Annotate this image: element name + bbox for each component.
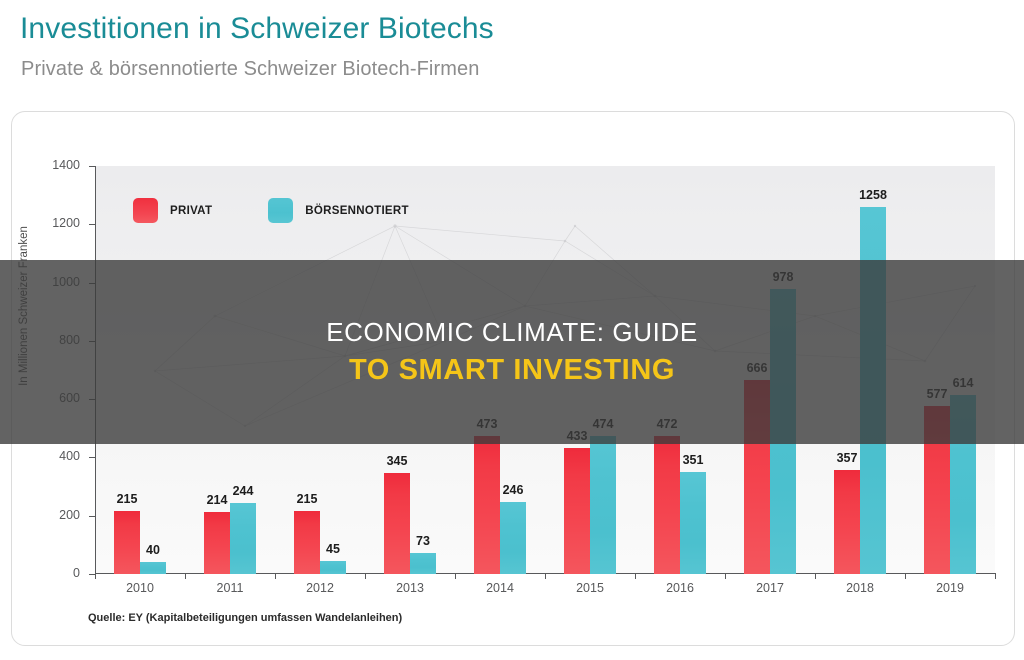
overlay-banner: ECONOMIC CLIMATE: GUIDE TO SMART INVESTI…: [0, 260, 1024, 444]
bar-boersennotiert-2015[interactable]: [590, 435, 616, 574]
bar-value-label: 215: [296, 492, 318, 507]
bar-value-label: 246: [502, 483, 524, 498]
bar-value-label: 214: [206, 492, 228, 507]
bar-value-label: 73: [416, 533, 430, 548]
bar-value-label: 244: [232, 483, 254, 498]
overlay-headline-secondary: TO SMART INVESTING: [348, 354, 676, 386]
bar-privat-2013[interactable]: [384, 473, 410, 574]
legend-swatch-boersennotiert-icon: [268, 198, 294, 223]
bar-value-label: 40: [146, 543, 160, 558]
x-tick-mark: [185, 573, 186, 579]
x-tick-mark: [995, 573, 996, 579]
y-tick-mark: [89, 515, 95, 517]
legend-swatch-privat-icon: [133, 198, 158, 223]
bar-privat-2012[interactable]: [294, 511, 320, 574]
bar-boersennotiert-2013[interactable]: [410, 552, 436, 574]
y-tick-label: 1200: [52, 216, 80, 231]
x-tick-label: 2013: [396, 581, 424, 595]
x-tick-mark: [815, 573, 816, 579]
x-tick-label: 2014: [486, 581, 514, 595]
y-tick-mark: [89, 457, 95, 459]
chart-legend: PRIVAT BÖRSENNOTIERT: [133, 198, 409, 223]
bar-privat-2010[interactable]: [114, 511, 140, 574]
legend-label-boersennotiert: BÖRSENNOTIERT: [305, 204, 409, 217]
x-tick-mark: [455, 573, 456, 579]
x-tick-label: 2010: [126, 581, 154, 595]
x-tick-mark: [905, 573, 906, 579]
x-tick-label: 2011: [216, 581, 244, 595]
bar-privat-2014[interactable]: [474, 436, 500, 574]
x-tick-label: 2012: [306, 581, 334, 595]
bar-boersennotiert-2012[interactable]: [320, 560, 346, 574]
x-tick-mark: [275, 573, 276, 579]
x-tick-label: 2016: [666, 581, 694, 595]
y-tick-label: 200: [59, 507, 80, 522]
x-tick-label: 2017: [756, 581, 784, 595]
bar-value-label: 351: [682, 452, 704, 467]
bar-privat-2011[interactable]: [204, 511, 230, 574]
bar-privat-2018[interactable]: [834, 469, 860, 574]
bar-boersennotiert-2010[interactable]: [140, 562, 166, 574]
bar-boersennotiert-2016[interactable]: [680, 471, 706, 574]
legend-label-privat: PRIVAT: [170, 204, 213, 217]
y-tick-label: 400: [59, 449, 80, 464]
bar-value-label: 45: [326, 541, 340, 556]
y-tick-label: 0: [73, 566, 80, 580]
y-tick-mark: [89, 574, 95, 575]
y-tick-label: 1400: [52, 158, 80, 172]
legend-item-privat: PRIVAT: [133, 198, 212, 223]
x-tick-mark: [635, 573, 636, 579]
x-tick-mark: [365, 573, 366, 579]
x-tick-mark: [545, 573, 546, 579]
y-tick-mark: [89, 166, 95, 167]
page-subtitle: Private & börsennotierte Schweizer Biote…: [21, 58, 480, 80]
bar-value-label: 1258: [859, 188, 887, 203]
x-tick-label: 2019: [936, 581, 964, 595]
x-tick-mark: [95, 573, 96, 579]
bar-value-label: 357: [836, 450, 858, 465]
bar-boersennotiert-2014[interactable]: [500, 502, 526, 574]
legend-item-boersennotiert: BÖRSENNOTIERT: [268, 198, 409, 223]
bar-value-label: 345: [386, 454, 408, 469]
x-tick-mark: [725, 573, 726, 579]
x-tick-label: 2018: [846, 581, 874, 595]
source-note: Quelle: EY (Kapitalbeteiligungen umfasse…: [88, 612, 403, 624]
bar-privat-2016[interactable]: [654, 436, 680, 574]
bar-boersennotiert-2011[interactable]: [230, 502, 256, 574]
bar-value-label: 215: [116, 492, 138, 507]
bar-privat-2015[interactable]: [564, 447, 590, 574]
y-tick-mark: [89, 224, 95, 226]
overlay-headline-primary: ECONOMIC CLIMATE: GUIDE: [326, 317, 698, 347]
x-tick-label: 2015: [576, 581, 604, 595]
page-title: Investitionen in Schweizer Biotechs: [20, 12, 494, 45]
